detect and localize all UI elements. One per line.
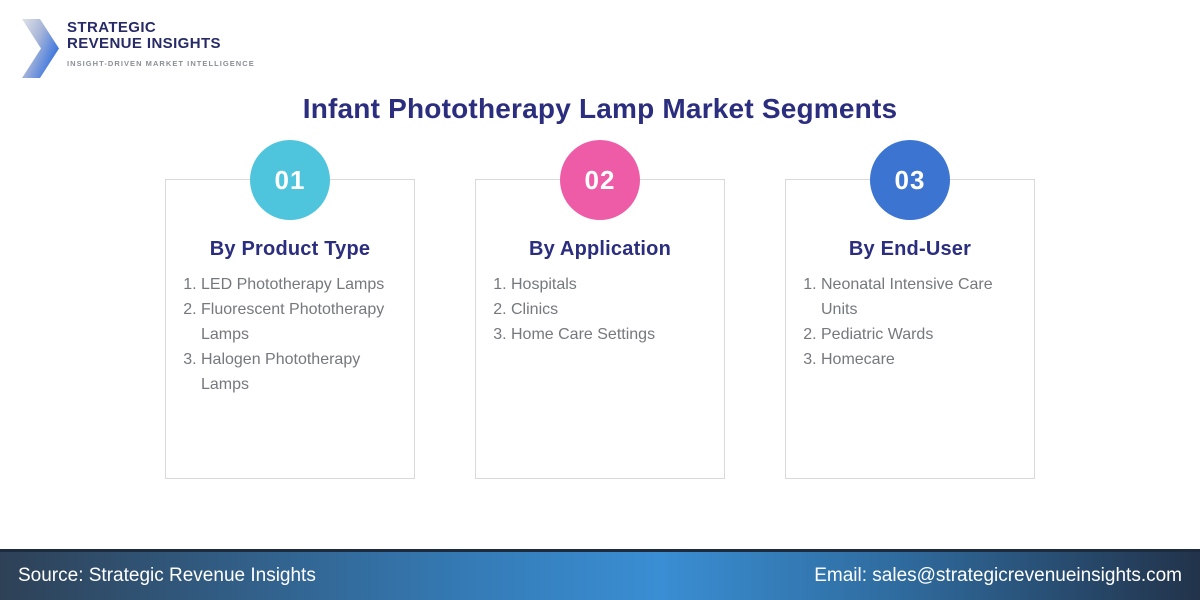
card-by-product-type: 01 By Product Type LED Phototherapy Lamp… — [165, 140, 415, 479]
list-item: Hospitals — [511, 272, 716, 297]
badge-01: 01 — [250, 140, 330, 220]
page-title: Infant Phototherapy Lamp Market Segments — [302, 93, 898, 124]
list-item: Homecare — [821, 347, 1026, 372]
card-by-application: 02 By Application Hospitals Clinics Home… — [475, 140, 725, 479]
list-item: Fluorescent Phototherapy Lamps — [201, 297, 406, 347]
brand-text: STRATEGIC REVENUE INSIGHTS INSIGHT-DRIVE… — [67, 19, 255, 69]
footer-source: Source: Strategic Revenue Insights — [18, 565, 316, 586]
list-item: Neonatal Intensive Care Units — [821, 272, 1026, 322]
list-item: Halogen Phototherapy Lamps — [201, 347, 406, 397]
badge-03: 03 — [870, 140, 950, 220]
brand-name-line1: STRATEGIC — [67, 19, 157, 36]
card-list: Neonatal Intensive Care Units Pediatric … — [786, 272, 1026, 372]
card-heading: By Product Type — [209, 238, 371, 260]
footer-bar: Source: Strategic Revenue Insights Email… — [0, 549, 1200, 600]
card-heading: By Application — [528, 238, 672, 260]
footer-email: Email: sales@strategicrevenueinsights.co… — [814, 565, 1182, 586]
list-item: LED Phototherapy Lamps — [201, 272, 406, 297]
card-heading: By End-User — [848, 238, 972, 260]
badge-02: 02 — [560, 140, 640, 220]
segment-cards: 01 By Product Type LED Phototherapy Lamp… — [165, 140, 1035, 479]
card-list: LED Phototherapy Lamps Fluorescent Photo… — [166, 272, 406, 397]
chevron-arrow-icon — [22, 19, 59, 78]
card-by-end-user: 03 By End-User Neonatal Intensive Care U… — [785, 140, 1035, 479]
card-list: Hospitals Clinics Home Care Settings — [476, 272, 716, 347]
brand-logo: STRATEGIC REVENUE INSIGHTS INSIGHT-DRIVE… — [22, 19, 255, 78]
list-item: Clinics — [511, 297, 716, 322]
brand-name-line2: REVENUE INSIGHTS — [67, 35, 221, 52]
list-item: Pediatric Wards — [821, 322, 1026, 347]
brand-tagline: INSIGHT-DRIVEN MARKET INTELLIGENCE — [67, 59, 255, 68]
list-item: Home Care Settings — [511, 322, 716, 347]
